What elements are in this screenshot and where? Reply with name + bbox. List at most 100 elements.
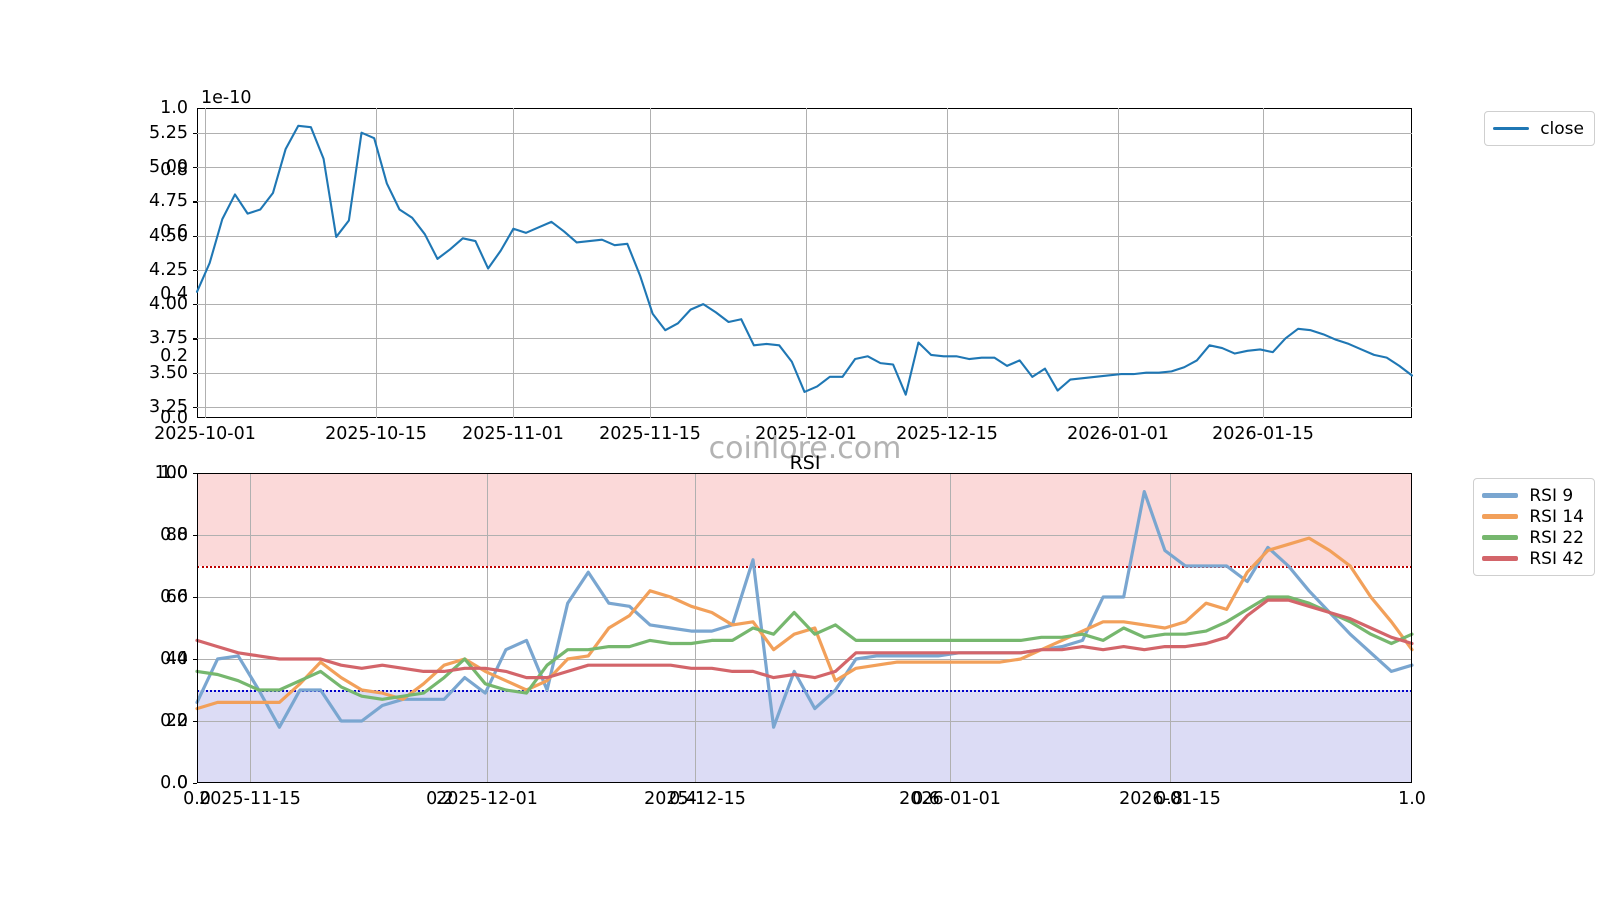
legend-label: RSI 42 [1529,548,1584,569]
gridline-vertical [1170,473,1171,783]
rsi-panel-title: RSI [789,452,821,474]
price-y-tick-label: 3.75 [149,328,188,349]
price-y-tick-label: 4.75 [149,191,188,212]
rsi-y-tick-label-overlay: 0.4 [160,649,188,669]
rsi-axis-top-spine [197,473,1412,475]
legend-item[interactable]: RSI 14 [1482,506,1584,527]
rsi-x-tick-label: 2025-11-15 [199,789,301,809]
legend-item[interactable]: RSI 22 [1482,527,1584,548]
axis-tick [193,473,197,475]
legend-label: RSI 14 [1529,506,1584,527]
price-y-tick-label: 3.50 [149,362,188,383]
axis-tick [193,372,197,374]
price-y-tick-label: 4.25 [149,259,188,280]
rsi-y-tick-label-overlay: 0.2 [160,711,188,731]
price-axis-right-spine [1410,108,1412,418]
legend-color-swatch [1482,514,1519,519]
gridline-horizontal [197,269,1412,271]
rsi-axis-bottom-spine [197,781,1412,783]
price-y-tick-label-overlay: 0.0 [160,408,188,428]
gridline-horizontal [197,535,1412,536]
gridline-horizontal [197,372,1412,374]
price-x-tick-label: 2025-11-01 [462,424,564,444]
axis-tick [193,269,197,272]
legend-item[interactable]: RSI 9 [1482,485,1584,506]
legend-item[interactable]: RSI 42 [1482,548,1584,569]
gridline-vertical [205,108,206,418]
rsi-series-line [195,598,1414,680]
gridline-vertical [1118,108,1119,418]
gridline-vertical [650,108,651,418]
legend-label: RSI 22 [1529,527,1584,548]
price-y-tick-label: 5.00 [149,157,188,177]
price-line-plot [195,124,1414,396]
price-y-tick-label-overlay: 0.6 [160,222,188,242]
price-x-tick-label: 2025-11-15 [599,424,701,444]
price-chart-legend[interactable]: close [1484,111,1595,146]
rsi-overbought-threshold-line [197,566,1412,568]
gridline-horizontal [197,132,1412,134]
rsi-x-tick-label-overlay: 0.6 [912,789,940,809]
gridline-horizontal [197,659,1412,660]
legend-label: RSI 9 [1529,485,1574,506]
rsi-y-tick-label-overlay: 0.8 [160,525,188,545]
rsi-x-tick-label: 2026-01-01 [899,789,1001,809]
price-axis-bottom-spine [197,416,1412,418]
rsi-x-tick-label: 2025-12-01 [436,789,538,809]
axis-tick [193,132,197,134]
price-x-tick-label: 2025-10-01 [154,424,256,444]
rsi-series-line [195,490,1414,729]
gridline-vertical [950,473,951,783]
gridline-vertical [806,108,807,418]
gridline-vertical [695,473,696,783]
legend-item[interactable]: close [1493,118,1584,139]
rsi-x-tick-label-overlay: 0.4 [669,789,697,809]
rsi-x-tick-label: 2026-01-15 [1119,789,1221,809]
axis-tick [193,721,197,723]
price-y-tick-label: 3.25 [149,397,188,417]
gridline-horizontal [197,201,1412,203]
price-x-tick-label: 2025-12-15 [896,424,998,444]
rsi-chart-panel [193,473,1414,785]
price-x-tick-label: 2026-01-15 [1212,424,1314,444]
rsi-chart-legend[interactable]: RSI 9 RSI 14 RSI 22 RSI 42 [1473,478,1595,576]
coinlore-watermark: coinlore.com [708,431,902,466]
legend-color-swatch [1482,493,1519,498]
axis-tick [193,659,197,661]
price-axis-left-spine [197,108,199,418]
gridline-vertical [947,108,948,418]
gridline-horizontal [197,338,1412,340]
rsi-line-plot [195,490,1414,729]
axis-tick [193,535,197,537]
axis-tick [193,304,197,306]
rsi-y-tick-label: 20 [165,711,188,731]
price-x-tick-label: 2025-12-01 [755,424,857,444]
rsi-series-line [195,595,1414,701]
gridline-horizontal [197,407,1412,408]
rsi-x-tick-label-overlay: 0.0 [183,789,211,809]
gridline-horizontal [197,167,1412,168]
rsi-y-tick-label-overlay: 0.6 [160,587,188,607]
price-y-tick-label-overlay: 0.2 [160,346,188,366]
axis-tick [193,201,197,203]
price-y-offset-text: 1e-10 [201,88,252,108]
price-y-tick-label-overlay: 1.0 [160,98,188,118]
gridline-vertical [1263,108,1264,418]
price-x-tick-label: 2025-10-15 [325,424,427,444]
rsi-y-tick-label-overlay: 0.0 [160,773,188,793]
gridline-vertical [250,473,251,783]
price-y-tick-label: 4.50 [149,225,188,246]
rsi-y-tick-label: 100 [154,463,188,483]
gridline-horizontal [197,597,1412,598]
rsi-overbought-band [197,473,1412,566]
price-y-tick-label-overlay: 0.8 [160,160,188,180]
axis-tick [193,338,197,340]
price-y-tick-label: 4.00 [149,294,188,315]
axis-tick [193,407,197,409]
gridline-horizontal [197,721,1412,722]
gridline-horizontal [197,304,1412,306]
gridline-vertical [376,108,377,418]
axis-tick [193,783,197,785]
price-y-tick-label: 5.25 [149,122,188,143]
